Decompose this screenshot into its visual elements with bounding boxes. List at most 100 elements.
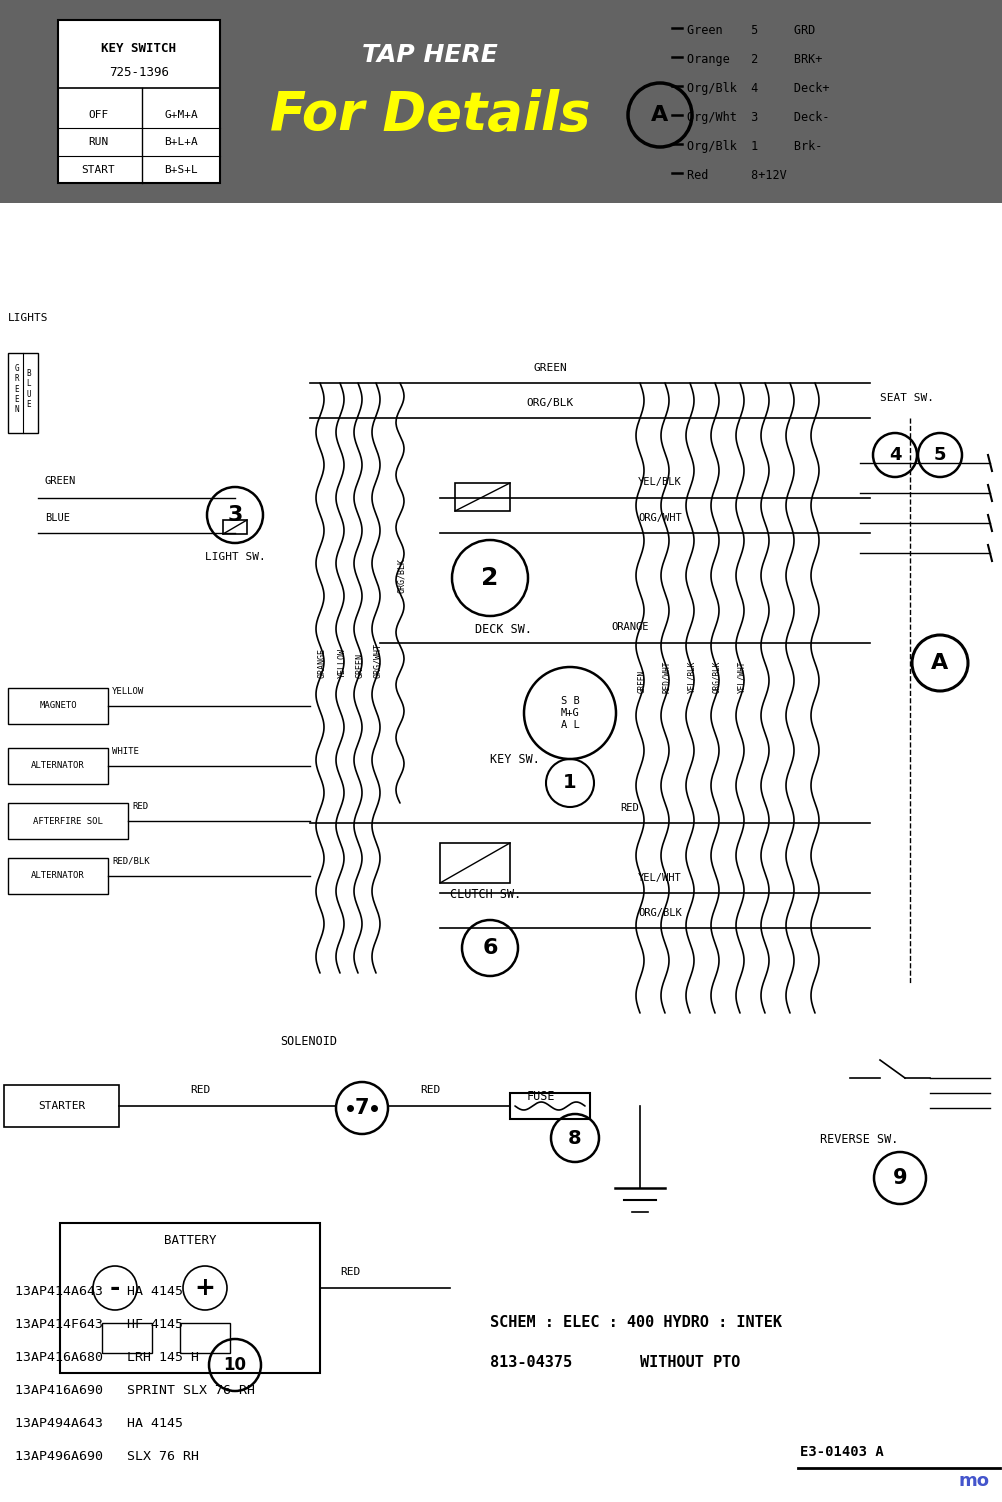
Text: RUN: RUN xyxy=(88,137,108,147)
Text: M+G: M+G xyxy=(561,707,579,718)
Text: For Details: For Details xyxy=(270,89,590,141)
Text: Org/Blk  4     Deck+: Org/Blk 4 Deck+ xyxy=(687,83,830,95)
Text: SEAT SW.: SEAT SW. xyxy=(880,394,934,403)
Text: OFF: OFF xyxy=(88,110,108,120)
Text: KEY SWITCH: KEY SWITCH xyxy=(101,42,176,54)
Bar xyxy=(440,843,510,883)
Text: -: - xyxy=(110,1277,120,1301)
Text: DECK SW.: DECK SW. xyxy=(475,623,532,635)
Text: Red      8+12V: Red 8+12V xyxy=(687,170,794,182)
Text: 2: 2 xyxy=(481,566,499,590)
Bar xyxy=(223,520,247,535)
Text: SCHEM : ELEC : 400 HYDRO : INTEK: SCHEM : ELEC : 400 HYDRO : INTEK xyxy=(490,1314,782,1329)
Bar xyxy=(60,1223,320,1373)
Text: ORANGE: ORANGE xyxy=(318,647,327,677)
Text: S B: S B xyxy=(561,695,579,706)
Text: GREEN: GREEN xyxy=(45,476,76,487)
Bar xyxy=(510,1093,590,1119)
Bar xyxy=(8,804,128,840)
Text: 1: 1 xyxy=(563,774,577,793)
Text: B
L
U
E: B L U E xyxy=(27,369,31,409)
Text: RED/WHT: RED/WHT xyxy=(662,661,671,692)
Text: A: A xyxy=(932,653,949,673)
Text: B+L+A: B+L+A xyxy=(164,137,198,147)
Text: TAP HERE: TAP HERE xyxy=(362,44,498,68)
Text: 6: 6 xyxy=(482,939,498,958)
Bar xyxy=(8,858,108,894)
Text: BATTERY: BATTERY xyxy=(163,1235,216,1248)
Text: WITHOUT PTO: WITHOUT PTO xyxy=(640,1355,740,1370)
Text: YEL/BLK: YEL/BLK xyxy=(638,478,682,487)
Text: Org/Wht  3     Deck-: Org/Wht 3 Deck- xyxy=(687,111,830,125)
Text: mo: mo xyxy=(959,1472,990,1490)
Bar xyxy=(8,353,38,433)
Text: RED: RED xyxy=(420,1084,440,1095)
Text: E3-01403 A: E3-01403 A xyxy=(800,1445,884,1458)
Text: G+M+A: G+M+A xyxy=(164,110,198,120)
Text: SOLENOID: SOLENOID xyxy=(280,1035,337,1048)
Text: WHITE: WHITE xyxy=(112,746,139,756)
Text: ALTERNATOR: ALTERNATOR xyxy=(31,762,85,771)
Bar xyxy=(8,748,108,784)
Text: ORANGE: ORANGE xyxy=(611,622,648,632)
Text: YELLOW: YELLOW xyxy=(112,686,144,695)
Text: 13AP416A680   LRH 145 H: 13AP416A680 LRH 145 H xyxy=(15,1350,199,1364)
Text: RED/BLK: RED/BLK xyxy=(112,858,149,867)
Bar xyxy=(180,1323,230,1353)
Text: ORG/BLK: ORG/BLK xyxy=(526,398,573,409)
Text: 13AP416A690   SPRINT SLX 76 RH: 13AP416A690 SPRINT SLX 76 RH xyxy=(15,1383,255,1397)
Text: YEL/WHT: YEL/WHT xyxy=(737,661,746,692)
Text: ORG/BLK: ORG/BLK xyxy=(398,559,407,593)
Text: CLUTCH SW.: CLUTCH SW. xyxy=(450,888,521,901)
Text: 13AP414A643   HA 4145: 13AP414A643 HA 4145 xyxy=(15,1286,183,1298)
Text: Org/Blk  1     Brk-: Org/Blk 1 Brk- xyxy=(687,140,823,153)
Text: RED: RED xyxy=(340,1268,361,1277)
Text: 5: 5 xyxy=(934,446,946,464)
Text: GREEN: GREEN xyxy=(356,653,365,677)
Text: GREEN: GREEN xyxy=(637,670,646,692)
Text: 725-1396: 725-1396 xyxy=(109,66,169,78)
Text: STARTER: STARTER xyxy=(38,1101,85,1111)
Text: FUSE: FUSE xyxy=(527,1090,555,1102)
Text: 9: 9 xyxy=(893,1169,908,1188)
Text: A: A xyxy=(651,105,668,125)
Text: GREEN: GREEN xyxy=(533,363,567,372)
Text: RED: RED xyxy=(620,804,639,813)
Bar xyxy=(58,20,220,183)
Text: ALTERNATOR: ALTERNATOR xyxy=(31,871,85,880)
Bar xyxy=(4,1084,119,1126)
Text: RED: RED xyxy=(132,802,148,811)
Bar xyxy=(0,0,1002,203)
Text: REVERSE SW.: REVERSE SW. xyxy=(820,1133,899,1146)
Text: MAGNETO: MAGNETO xyxy=(39,701,77,710)
Text: 3: 3 xyxy=(227,505,242,526)
Text: LIGHTS: LIGHTS xyxy=(8,312,48,323)
Text: YELLOW: YELLOW xyxy=(338,647,347,677)
Text: 4: 4 xyxy=(889,446,901,464)
Text: ORG/BLK: ORG/BLK xyxy=(712,661,721,692)
Text: YEL/WHT: YEL/WHT xyxy=(638,873,682,883)
Text: 13AP494A643   HA 4145: 13AP494A643 HA 4145 xyxy=(15,1416,183,1430)
Text: 13AP414F643   HF 4145: 13AP414F643 HF 4145 xyxy=(15,1317,183,1331)
Text: B+S+L: B+S+L xyxy=(164,165,198,176)
Text: A L: A L xyxy=(561,719,579,730)
Bar xyxy=(8,688,108,724)
Text: ORG/WHT: ORG/WHT xyxy=(374,643,383,677)
Text: LIGHT SW.: LIGHT SW. xyxy=(204,553,266,562)
Text: KEY SW.: KEY SW. xyxy=(490,753,540,766)
Text: RED: RED xyxy=(189,1084,210,1095)
Text: YEL/BLK: YEL/BLK xyxy=(687,661,696,692)
Text: ORG/WHT: ORG/WHT xyxy=(638,514,682,523)
Text: Green    5     GRD: Green 5 GRD xyxy=(687,24,816,38)
Text: START: START xyxy=(81,165,115,176)
Bar xyxy=(455,484,510,511)
Text: ORG/BLK: ORG/BLK xyxy=(638,909,682,918)
Text: AFTERFIRE SOL: AFTERFIRE SOL xyxy=(33,817,103,826)
Text: G
R
E
E
N: G R E E N xyxy=(15,363,19,415)
Text: BLUE: BLUE xyxy=(45,514,70,523)
Text: Orange   2     BRK+: Orange 2 BRK+ xyxy=(687,53,823,66)
Text: 10: 10 xyxy=(223,1356,246,1374)
Bar xyxy=(102,1323,152,1353)
Text: 7: 7 xyxy=(355,1098,370,1117)
Text: 8: 8 xyxy=(568,1128,582,1148)
